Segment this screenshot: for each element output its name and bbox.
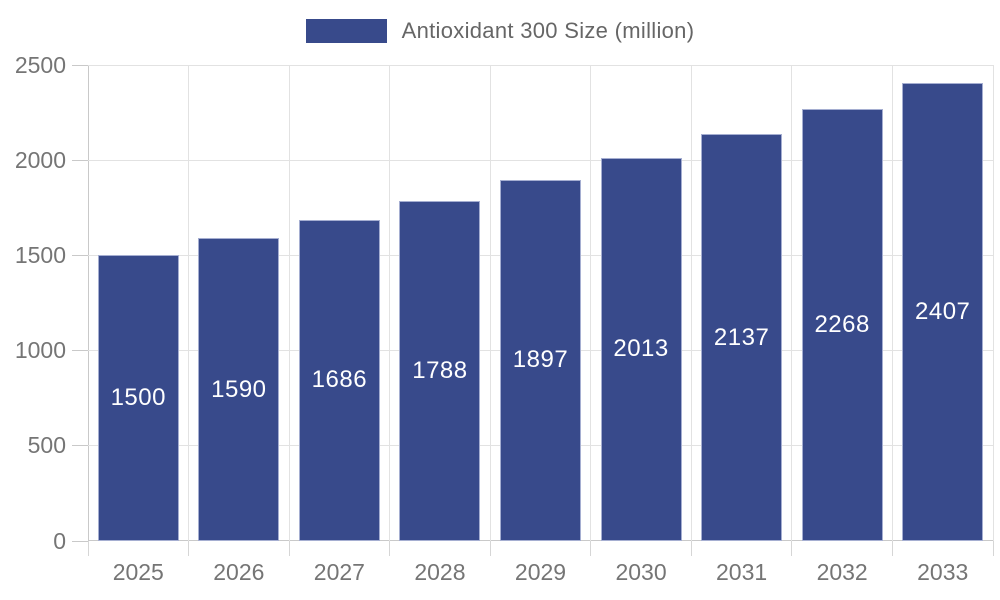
x-tick [891, 541, 893, 556]
legend[interactable]: Antioxidant 300 Size (million) [0, 18, 1000, 44]
x-tick-label: 2025 [112, 559, 164, 585]
bar[interactable]: 1500 [97, 255, 179, 541]
x-tick [489, 541, 491, 556]
bar-value-label: 2013 [613, 335, 669, 363]
bar-value-label: 1897 [512, 346, 569, 374]
x-gridline [690, 65, 692, 541]
bar-value-label: 2137 [713, 323, 770, 351]
x-gridline [389, 65, 391, 541]
y-tick-label: 500 [27, 432, 66, 459]
plot-area: 0 500 1000 1500 2000 2500 1500 2025 1590 2026 1686… [15, 53, 994, 584]
bar-value-label: 1500 [110, 384, 166, 412]
y-tick [72, 350, 88, 352]
bar-value-label: 2407 [915, 297, 971, 325]
y-tick [72, 445, 88, 447]
y-tick [72, 254, 88, 256]
bar-value-label: 1788 [412, 356, 468, 384]
x-tick-label: 2029 [514, 559, 567, 585]
x-gridline [791, 65, 793, 541]
x-tick [791, 541, 793, 556]
y-gridline [88, 64, 993, 66]
x-tick-label: 2026 [213, 559, 265, 585]
bar[interactable]: 1686 [298, 219, 380, 541]
bar[interactable]: 2137 [701, 134, 783, 541]
x-tick-label: 2032 [816, 559, 868, 585]
y-axis-line [88, 65, 89, 541]
bar[interactable]: 2013 [600, 157, 682, 541]
x-gridline [992, 65, 994, 541]
y-tick-label: 2500 [14, 51, 66, 78]
x-tick-label: 2027 [313, 559, 365, 585]
y-tick-label: 1500 [14, 241, 66, 268]
x-tick-label: 2033 [917, 559, 969, 585]
bar-value-label: 2268 [814, 311, 870, 339]
y-tick-label: 1000 [14, 337, 66, 364]
bar[interactable]: 2268 [801, 109, 883, 541]
x-tick-label: 2030 [615, 559, 667, 585]
x-tick [389, 541, 391, 556]
x-tick [188, 541, 190, 556]
x-tick-label: 2028 [414, 559, 466, 585]
bar[interactable]: 1788 [399, 200, 481, 541]
x-gridline [590, 65, 592, 541]
x-gridline [489, 65, 491, 541]
x-gridline [188, 65, 190, 541]
bar[interactable]: 1897 [500, 179, 581, 541]
legend-label: Antioxidant 300 Size (million) [401, 18, 695, 43]
x-tick [690, 541, 692, 556]
legend-swatch [305, 19, 387, 43]
y-tick [72, 64, 88, 66]
x-tick [288, 541, 290, 556]
y-gridline [88, 159, 993, 161]
x-gridline [891, 65, 893, 541]
x-tick [590, 541, 592, 556]
y-tick [72, 159, 88, 161]
y-tick-label: 2000 [14, 146, 66, 173]
bar[interactable]: 2407 [902, 82, 984, 541]
bar-value-label: 1686 [311, 366, 368, 394]
x-gridline [288, 65, 290, 541]
y-tick-label: 0 [53, 527, 66, 554]
x-tick [992, 541, 994, 556]
x-tick-label: 2031 [716, 559, 768, 585]
bar-value-label: 1590 [211, 375, 267, 403]
y-tick [72, 540, 88, 542]
bar[interactable]: 1590 [198, 238, 280, 541]
x-tick [87, 541, 89, 556]
